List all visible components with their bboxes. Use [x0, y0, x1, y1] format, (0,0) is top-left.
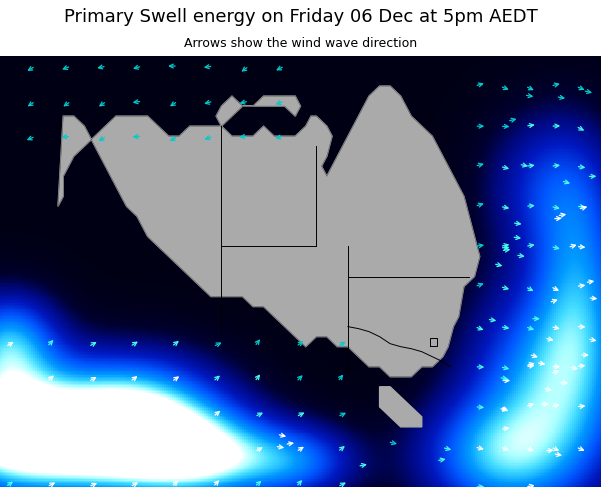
Text: Primary Swell energy on Friday 06 Dec at 5pm AEDT: Primary Swell energy on Friday 06 Dec at…	[64, 8, 537, 26]
Polygon shape	[58, 86, 480, 377]
Text: Arrows show the wind wave direction: Arrows show the wind wave direction	[184, 37, 417, 50]
Polygon shape	[380, 387, 422, 427]
